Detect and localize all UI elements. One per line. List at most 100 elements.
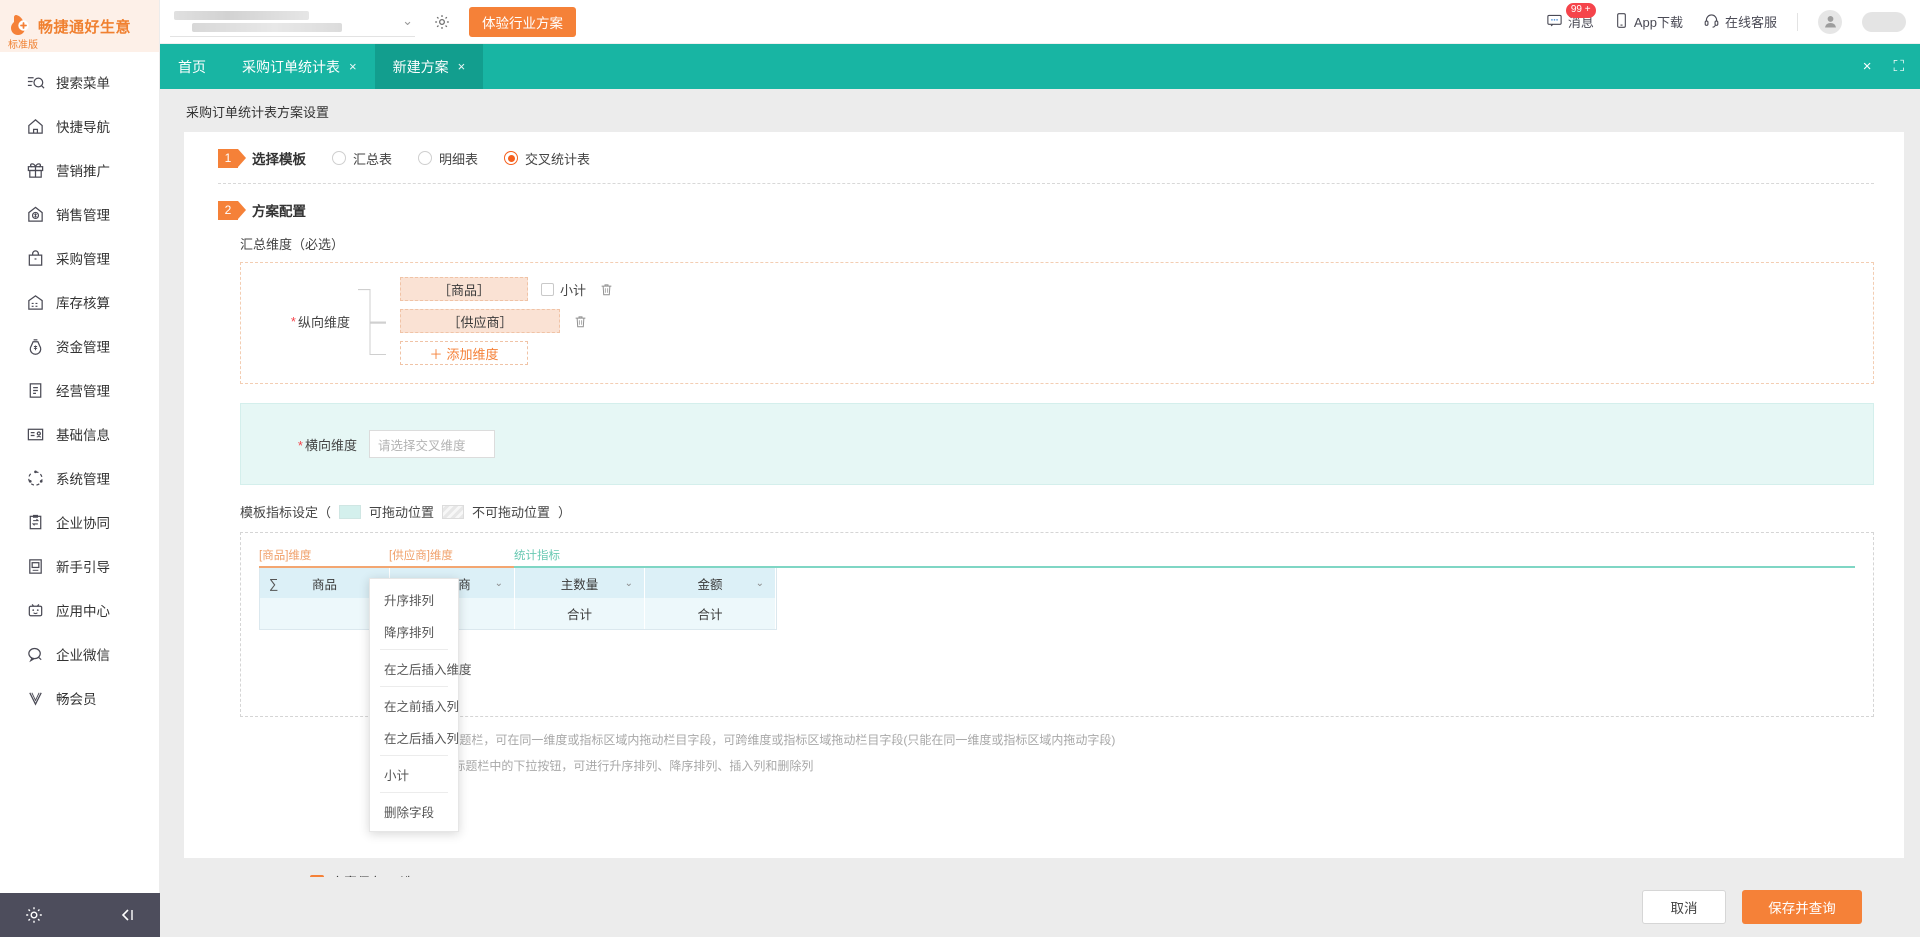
messages-label: 消息 bbox=[1567, 15, 1594, 30]
group-header-supplier: [供应商]维度 bbox=[389, 547, 514, 568]
dimension-chip-product[interactable]: ［商品］ bbox=[400, 277, 528, 301]
sidebar-item-label: 搜索菜单 bbox=[56, 76, 110, 91]
sidebar-item-vip[interactable]: 畅会员 bbox=[0, 676, 159, 720]
subtotal-checkbox-product[interactable]: 小计 bbox=[541, 280, 586, 299]
save-and-query-button[interactable]: 保存并查询 bbox=[1742, 890, 1862, 924]
menu-item-sort-asc[interactable]: 升序排列 bbox=[384, 593, 435, 608]
search-menu-icon bbox=[26, 73, 45, 92]
sidebar-item-label: 采购管理 bbox=[56, 252, 110, 267]
cancel-button[interactable]: 取消 bbox=[1642, 890, 1726, 924]
summary-dimension-label: 汇总维度（必选） bbox=[240, 237, 345, 252]
radio-summary-table[interactable]: 汇总表 bbox=[332, 149, 392, 168]
trash-icon[interactable] bbox=[573, 314, 588, 329]
preview-group-headers: [商品]维度 [供应商]维度 统计指标 bbox=[259, 547, 1855, 568]
plus-icon: ＋ bbox=[429, 346, 443, 362]
sidebar-item-guide[interactable]: 新手引导 bbox=[0, 544, 159, 588]
sidebar-item-marketing[interactable]: 营销推广 bbox=[0, 148, 159, 192]
collab-icon bbox=[26, 513, 45, 532]
menu-item-sort-desc[interactable]: 降序排列 bbox=[384, 625, 435, 640]
radio-cross-table[interactable]: 交叉统计表 bbox=[504, 149, 590, 168]
brand-name: 畅捷通好生意 bbox=[38, 18, 132, 36]
online-support-button[interactable]: 在线客服 bbox=[1703, 12, 1777, 32]
sidebar-item-funds[interactable]: 资金管理 bbox=[0, 324, 159, 368]
radio-detail-table[interactable]: 明细表 bbox=[418, 149, 478, 168]
messages-button[interactable]: 消息 99 + bbox=[1546, 2, 1596, 32]
preview-table-wrap: [商品]维度 [供应商]维度 统计指标 ∑ 商品 ⌃ ∑ bbox=[240, 532, 1874, 832]
trash-icon[interactable] bbox=[599, 282, 614, 297]
preview-col-header-product[interactable]: ∑ 商品 ⌃ bbox=[260, 568, 390, 598]
menu-item-subtotal[interactable]: 小计 bbox=[384, 768, 410, 783]
menu-item-insert-column-before[interactable]: 在之前插入列 bbox=[384, 699, 460, 714]
gear-icon[interactable] bbox=[433, 13, 451, 31]
page-title: 采购订单统计表方案设置 bbox=[186, 105, 330, 120]
headset-icon bbox=[1703, 12, 1720, 32]
close-icon[interactable]: × bbox=[457, 59, 466, 74]
chevron-down-icon[interactable]: ⌄ bbox=[402, 13, 413, 28]
gear-icon[interactable] bbox=[24, 905, 44, 925]
experience-industry-plan-button[interactable]: 体验行业方案 bbox=[469, 6, 576, 37]
step-2-badge: 2 bbox=[218, 200, 246, 220]
sidebar-item-label: 企业微信 bbox=[56, 648, 110, 663]
menu-separator bbox=[380, 649, 448, 650]
dimension-row-product: ［商品］ 小计 bbox=[400, 277, 1873, 301]
home-icon bbox=[26, 117, 45, 136]
collapse-icon[interactable] bbox=[116, 905, 136, 925]
tab-bar: 首页 采购订单统计表 × 新建方案 × × ⛶ bbox=[160, 44, 1920, 89]
sidebar-item-wechat-work[interactable]: 企业微信 bbox=[0, 632, 159, 676]
tab-new-plan[interactable]: 新建方案 × bbox=[374, 44, 484, 89]
sidebar-item-collaboration[interactable]: 企业协同 bbox=[0, 500, 159, 544]
chevron-down-icon[interactable]: ⌄ bbox=[624, 577, 633, 589]
checkbox-box bbox=[541, 282, 554, 296]
brand-header: 畅捷通好生意 标准版 bbox=[0, 0, 159, 52]
clipboard-icon bbox=[26, 381, 45, 400]
sidebar-item-home[interactable]: 快捷导航 bbox=[0, 104, 159, 148]
money-bag-icon bbox=[26, 337, 45, 356]
sidebar-item-search-menu[interactable]: 搜索菜单 bbox=[0, 60, 159, 104]
radio-dot bbox=[418, 151, 433, 165]
chevron-down-icon[interactable]: ⌄ bbox=[755, 577, 764, 589]
online-support-label: 在线客服 bbox=[1724, 15, 1777, 30]
avatar[interactable] bbox=[1818, 9, 1842, 34]
sidebar-item-sales[interactable]: 销售管理 bbox=[0, 192, 159, 236]
id-card-icon bbox=[26, 425, 45, 444]
gift-icon bbox=[26, 161, 45, 180]
messages-badge: 99 + bbox=[1565, 2, 1596, 18]
cross-dimension-select[interactable]: 请选择交叉维度 bbox=[369, 430, 495, 458]
close-icon[interactable]: × bbox=[349, 59, 357, 74]
add-dimension-button[interactable]: ＋ 添加维度 bbox=[400, 341, 528, 365]
sidebar-item-label: 销售管理 bbox=[56, 208, 110, 223]
sidebar-item-basic-info[interactable]: 基础信息 bbox=[0, 412, 159, 456]
close-icon[interactable]: × bbox=[1862, 58, 1872, 75]
group-header-product: [商品]维度 bbox=[259, 547, 389, 568]
preview-cell: 合计 bbox=[515, 598, 645, 629]
sidebar-item-system[interactable]: 系统管理 bbox=[0, 456, 159, 500]
column-context-menu: 升序排列 降序排列 在之后插入维度 在之前插入列 在之后插入列 小计 删除字段 bbox=[369, 578, 472, 832]
dimension-row-add: ＋ 添加维度 bbox=[400, 341, 1873, 365]
preview-total-row: 合计 合计 bbox=[260, 598, 776, 629]
chevron-down-icon[interactable]: ⌄ bbox=[494, 577, 503, 589]
legend-non-draggable-label: 不可拖动位置 bbox=[472, 505, 551, 520]
vertical-dimension-box: * 纵向维度 ［商品］ bbox=[240, 262, 1874, 384]
tips-line-2: 2. 点击标题栏中的下拉按钮，可进行升序排列、降序排列、插入列和删除列 bbox=[416, 759, 814, 773]
radio-dot bbox=[504, 151, 519, 165]
menu-item-insert-column-after[interactable]: 在之后插入列 bbox=[384, 731, 460, 746]
app-download-button[interactable]: App下载 bbox=[1614, 12, 1683, 32]
tab-home[interactable]: 首页 bbox=[160, 44, 224, 89]
org-selector[interactable]: ⌄ bbox=[170, 7, 415, 37]
preview-col-header-amount[interactable]: 金额 ⌄ bbox=[645, 568, 776, 598]
section-divider bbox=[218, 183, 1874, 184]
sidebar-item-inventory[interactable]: 库存核算 bbox=[0, 280, 159, 324]
step-2-row: 2 方案配置 bbox=[184, 184, 1904, 220]
dimension-row-supplier: ［供应商］ bbox=[400, 309, 1873, 333]
menu-item-delete-field[interactable]: 删除字段 bbox=[384, 805, 435, 820]
dimension-chip-supplier[interactable]: ［供应商］ bbox=[400, 309, 560, 333]
sidebar-item-purchase[interactable]: 采购管理 bbox=[0, 236, 159, 280]
radio-dot bbox=[332, 151, 346, 165]
mobile-icon bbox=[1614, 12, 1629, 32]
menu-item-insert-dimension-after[interactable]: 在之后插入维度 bbox=[384, 662, 472, 677]
preview-col-header-quantity[interactable]: 主数量 ⌄ bbox=[515, 568, 645, 598]
tab-purchase-order-report[interactable]: 采购订单统计表 × bbox=[224, 44, 375, 89]
sidebar-item-operations[interactable]: 经营管理 bbox=[0, 368, 159, 412]
sidebar-item-app-center[interactable]: 应用中心 bbox=[0, 588, 159, 632]
fullscreen-icon[interactable]: ⛶ bbox=[1893, 58, 1904, 75]
